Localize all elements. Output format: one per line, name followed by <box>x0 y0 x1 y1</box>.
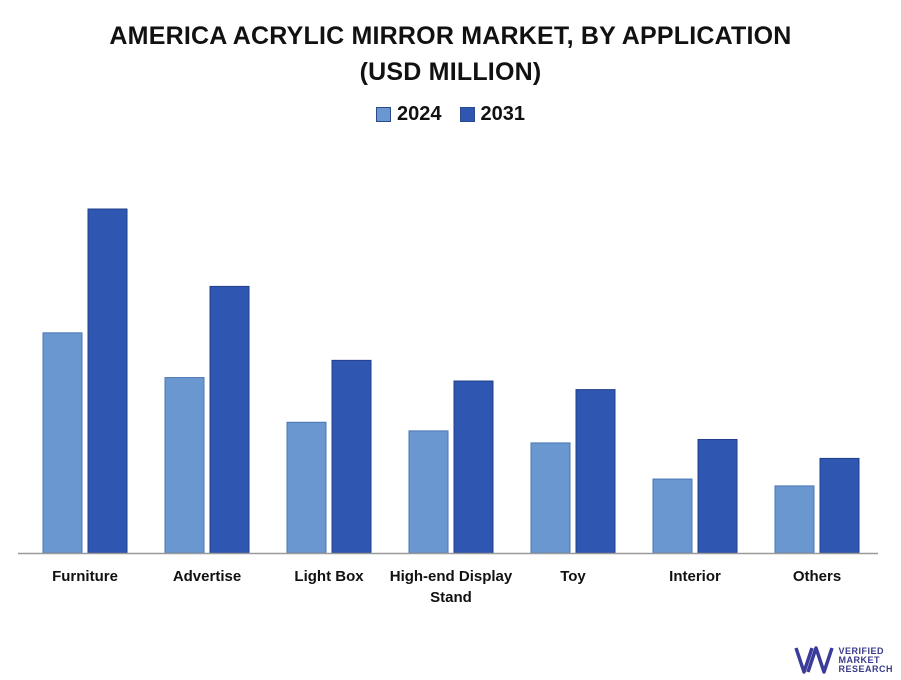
x-tick-label: Toy <box>560 568 586 585</box>
bar-2024-advertise <box>164 377 205 554</box>
legend-label-2024: 2024 <box>397 103 442 125</box>
bar-2024-others <box>774 485 815 554</box>
legend: 2024 2031 <box>0 103 901 126</box>
bar-2031-light-box <box>331 359 372 554</box>
x-tick-label: Advertise <box>173 568 241 585</box>
x-tick-label: Others <box>793 568 841 585</box>
legend-swatch-2024 <box>376 107 391 122</box>
logo-line-3: RESEARCH <box>838 663 893 674</box>
bar-2024-light-box <box>286 421 327 554</box>
title-line-2: (USD MILLION) <box>359 58 542 86</box>
brand-logo: VERIFIED MARKET RESEARCH <box>794 644 893 676</box>
legend-swatch-2031 <box>459 107 475 122</box>
x-tick-label: Light Box <box>294 568 364 585</box>
bar-2031-interior <box>697 438 738 554</box>
title-line-1: AMERICA ACRYLIC MIRROR MARKET, BY APPLIC… <box>109 22 792 50</box>
bar-2024-toy <box>530 442 571 554</box>
logo-text: VERIFIED MARKET RESEARCH <box>838 645 893 674</box>
legend-item-2024: 2024 <box>376 103 442 126</box>
chart-title: AMERICA ACRYLIC MIRROR MARKET, BY APPLIC… <box>0 18 901 90</box>
bar-2031-others <box>819 457 860 554</box>
bar-2031-toy <box>575 389 616 554</box>
x-tick-label: Furniture <box>52 568 118 585</box>
bar-2031-advertise <box>209 285 250 554</box>
vmr-logo-icon <box>794 646 835 674</box>
x-tick-label: High-end Display Stand <box>390 568 513 606</box>
bar-2024-high-end-display-stand <box>408 430 449 554</box>
bar-2024-interior <box>652 478 693 554</box>
x-tick-label: Interior <box>669 568 721 585</box>
legend-label-2031: 2031 <box>480 103 526 125</box>
bar-2031-furniture <box>87 208 128 554</box>
logo-line-2: MARKET <box>838 654 880 665</box>
bar-2024-furniture <box>42 332 83 554</box>
legend-item-2031: 2031 <box>459 103 526 126</box>
bar-2031-high-end-display-stand <box>453 380 494 554</box>
logo-line-1: VERIFIED <box>838 645 884 656</box>
